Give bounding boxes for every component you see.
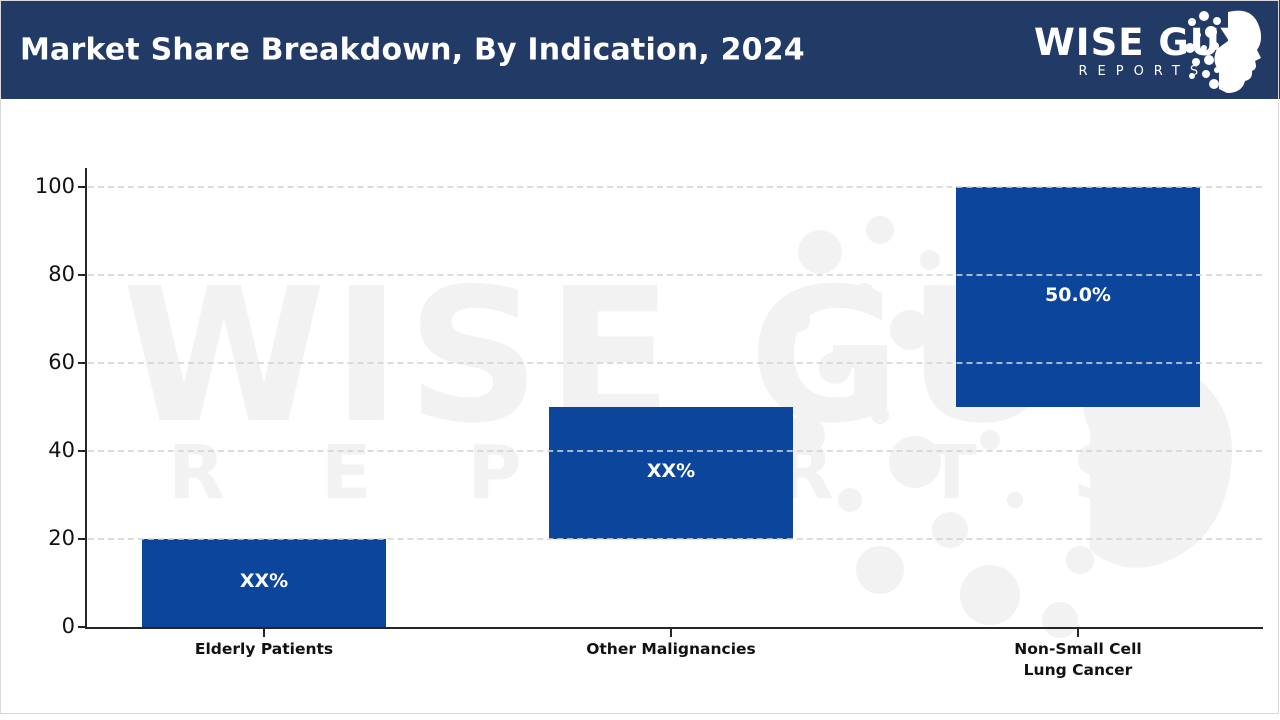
- y-tick: [78, 362, 86, 364]
- y-tick: [78, 186, 86, 188]
- chart-title: Market Share Breakdown, By Indication, 2…: [20, 32, 805, 67]
- y-tick: [78, 626, 86, 628]
- category-label: Other Malignancies: [586, 640, 756, 658]
- bar-segment: [142, 539, 386, 627]
- y-tick: [78, 274, 86, 276]
- y-axis-line: [85, 168, 87, 629]
- y-tick-label: 0: [61, 614, 75, 638]
- y-tick-label: 40: [48, 438, 75, 462]
- brand-face-icon: [1185, 10, 1262, 93]
- category-label: Non-Small Cell Lung Cancer: [1014, 640, 1142, 679]
- gridline: [88, 274, 1262, 276]
- x-tick: [670, 629, 672, 637]
- category-label: Elderly Patients: [194, 640, 334, 658]
- bar-segment: [549, 407, 793, 539]
- y-tick-label: 60: [48, 350, 75, 374]
- y-tick-label: 100: [34, 174, 75, 198]
- y-tick: [78, 450, 86, 452]
- bar-value-label: XX%: [646, 460, 696, 482]
- bar-value-label: 50.0%: [1045, 284, 1111, 306]
- gridline: [88, 362, 1262, 364]
- y-tick-label: 20: [48, 526, 75, 550]
- gridline: [88, 186, 1262, 188]
- x-tick: [263, 629, 265, 637]
- header-bar: Market Share Breakdown, By Indication, 2…: [0, 0, 1280, 99]
- x-tick: [1077, 629, 1079, 637]
- y-tick-label: 80: [48, 262, 75, 286]
- y-tick: [78, 538, 86, 540]
- gridline: [88, 450, 1262, 452]
- x-axis-line: [85, 627, 1263, 629]
- bar-value-label: XX%: [239, 570, 289, 592]
- gridline: [88, 538, 1262, 540]
- brand-subtitle: REPORTS: [1078, 64, 1209, 79]
- brand-logo: WISE GUY REPORTS: [1012, 6, 1262, 94]
